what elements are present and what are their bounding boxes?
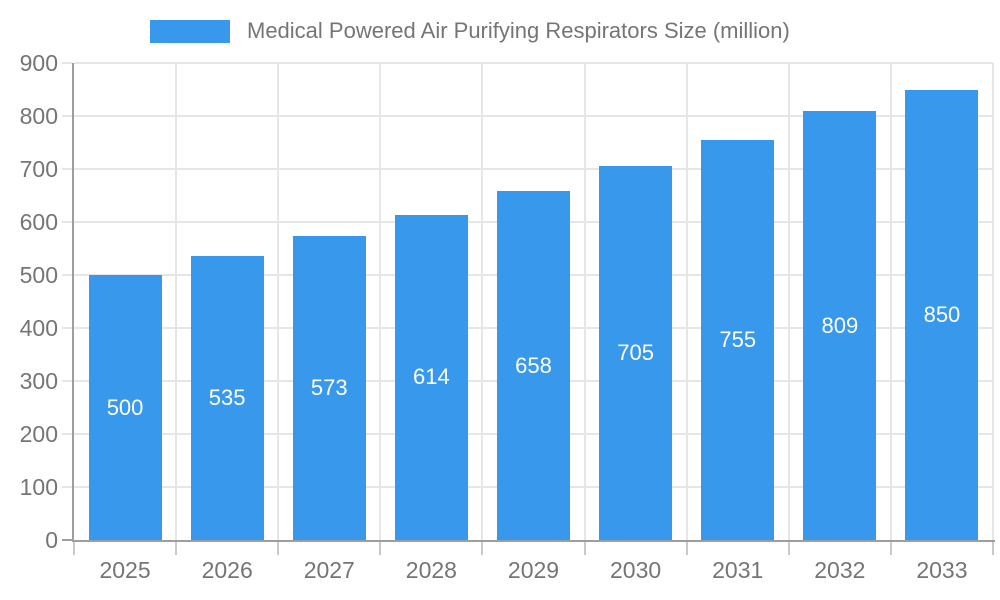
bar-value-label: 809: [821, 312, 859, 338]
bar-value-label: 500: [106, 394, 144, 420]
y-axis-label: 800: [19, 103, 58, 129]
y-axis-label: 200: [19, 421, 58, 447]
x-axis-tick: [992, 542, 994, 555]
bar-value-label: 850: [923, 301, 961, 327]
plot-area: 0 100 200 300 400 500 600 700 800 900 500 2025 535 20…: [20, 51, 995, 583]
y-axis-tick: [62, 433, 72, 435]
gridline-vertical: [379, 63, 382, 540]
y-axis-label: 400: [19, 315, 58, 341]
x-axis-label: 2031: [712, 557, 764, 583]
bar[interactable]: 809: [803, 111, 877, 540]
y-axis-tick: [62, 539, 72, 541]
bar-value-label: 573: [310, 375, 348, 401]
bar[interactable]: 755: [701, 139, 775, 540]
y-axis-label: 300: [19, 368, 58, 394]
x-axis-tick: [481, 542, 484, 555]
x-axis-label: 2026: [201, 557, 253, 583]
x-axis-tick: [175, 542, 178, 555]
bar[interactable]: 658: [497, 191, 570, 540]
y-axis-tick: [62, 168, 72, 170]
gridline-vertical: [583, 63, 586, 540]
y-axis-line: [72, 63, 74, 542]
bar[interactable]: 535: [190, 256, 264, 540]
gridline-vertical: [277, 63, 280, 540]
bar[interactable]: 850: [905, 89, 979, 540]
bar[interactable]: 573: [292, 236, 366, 540]
bar-value-label: 705: [617, 340, 654, 366]
y-axis-tick: [62, 486, 72, 488]
x-axis-label: 2029: [507, 557, 560, 583]
bar[interactable]: 705: [599, 166, 673, 540]
gridline-vertical: [481, 63, 484, 540]
bar-value-label: 535: [208, 385, 246, 411]
bar-value-label: 614: [413, 364, 450, 390]
gridline-vertical: [175, 63, 178, 540]
y-axis-label: 600: [19, 209, 58, 235]
bar[interactable]: 614: [394, 214, 468, 540]
y-axis-tick: [62, 274, 72, 276]
x-axis-tick: [685, 542, 688, 555]
x-axis-label: 2033: [916, 557, 968, 583]
gridline-horizontal: [74, 168, 993, 170]
legend-label[interactable]: Medical Powered Air Purifying Respirator…: [247, 18, 790, 43]
x-axis-label: 2028: [405, 557, 457, 583]
y-axis-tick: [62, 327, 72, 329]
y-axis-tick: [62, 115, 72, 117]
gridline-horizontal: [74, 62, 993, 64]
y-axis-tick: [62, 221, 72, 223]
x-axis-line: [72, 540, 995, 542]
bar[interactable]: 500: [88, 275, 162, 540]
x-axis-tick: [889, 542, 892, 555]
y-axis-label: 100: [19, 474, 58, 500]
x-axis-tick: [277, 542, 280, 555]
y-axis-label: 700: [19, 156, 58, 182]
gridline-vertical: [787, 63, 790, 540]
x-axis-tick: [787, 542, 790, 555]
x-axis-label: 2025: [99, 557, 151, 583]
bar-value-label: 658: [515, 352, 552, 378]
gridline-horizontal: [74, 115, 993, 117]
x-axis-tick: [583, 542, 586, 555]
x-axis-tick: [379, 542, 382, 555]
gridline-vertical: [992, 63, 994, 540]
x-axis-tick: [73, 542, 75, 555]
x-axis-label: 2032: [814, 557, 866, 583]
y-axis-label: 900: [19, 50, 58, 76]
bar-value-label: 755: [719, 326, 757, 352]
x-axis-label: 2030: [610, 557, 662, 583]
x-axis-label: 2027: [303, 557, 355, 583]
legend-swatch[interactable]: [150, 19, 230, 43]
legend[interactable]: Medical Powered Air Purifying Respirator…: [150, 18, 790, 44]
gridline-vertical: [889, 63, 892, 540]
y-axis-label: 0: [45, 527, 58, 553]
gridline-vertical: [685, 63, 688, 540]
y-axis-tick: [62, 62, 72, 64]
y-axis-label: 500: [19, 262, 58, 288]
y-axis-tick: [62, 380, 72, 382]
